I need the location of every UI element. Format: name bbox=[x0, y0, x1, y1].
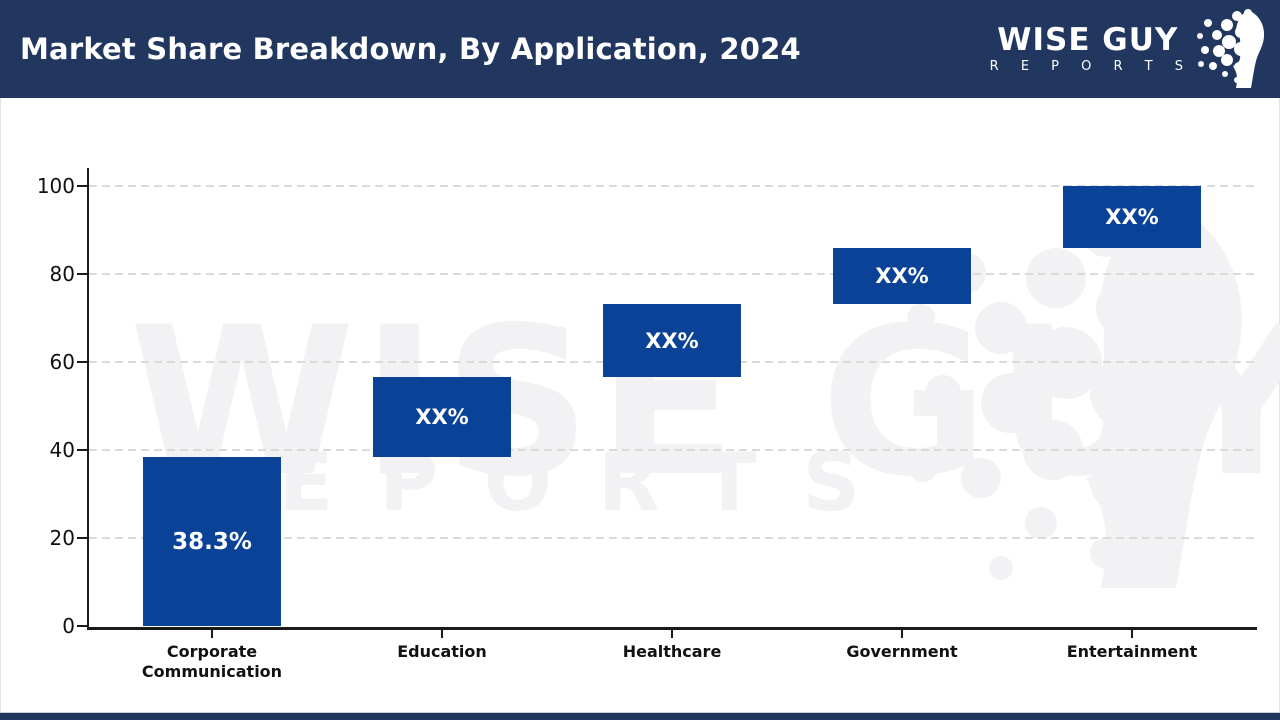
y-axis-line bbox=[87, 168, 89, 630]
y-tick-label: 40 bbox=[49, 438, 75, 462]
y-tick-mark bbox=[77, 537, 87, 539]
x-tick-label: Education bbox=[327, 642, 557, 662]
x-tick-label-line: Government bbox=[846, 642, 958, 661]
logo-wordmark: WISE GUY R E P O R T S bbox=[984, 22, 1192, 74]
bar-government: XX% bbox=[833, 247, 971, 304]
y-tick-mark bbox=[77, 273, 87, 275]
x-axis-line bbox=[87, 627, 1257, 630]
x-tick-label-line: Communication bbox=[141, 662, 283, 681]
footer-band bbox=[0, 713, 1280, 720]
y-tick-mark bbox=[77, 625, 87, 627]
x-tick-label-line: Entertainment bbox=[1066, 642, 1198, 661]
gridline-y80 bbox=[89, 273, 1257, 275]
x-tick-label-line: Corporate bbox=[166, 642, 258, 661]
gridline-y40 bbox=[89, 449, 1257, 451]
x-tick-label-line: Healthcare bbox=[622, 642, 722, 661]
y-tick-mark bbox=[77, 185, 87, 187]
y-tick-label: 0 bbox=[62, 614, 75, 638]
watermark-reports-text: REPORTS bbox=[171, 436, 907, 529]
x-tick-mark bbox=[441, 630, 443, 638]
bar-value-label: XX% bbox=[645, 328, 699, 353]
x-tick-label: Corporate Communication bbox=[97, 642, 327, 682]
x-tick-label: Healthcare bbox=[557, 642, 787, 662]
gridline-y100 bbox=[89, 185, 1257, 187]
y-tick-label: 20 bbox=[49, 526, 75, 550]
bar-value-label: XX% bbox=[1105, 204, 1159, 229]
gridline-y20 bbox=[89, 537, 1257, 539]
bar-corporate-communication: 38.3% bbox=[143, 457, 281, 626]
bar-healthcare: XX% bbox=[603, 303, 741, 378]
x-tick-mark bbox=[671, 630, 673, 638]
y-tick-label: 60 bbox=[49, 350, 75, 374]
y-tick-mark bbox=[77, 361, 87, 363]
x-tick-label: Entertainment bbox=[1017, 642, 1247, 662]
y-tick-mark bbox=[77, 449, 87, 451]
bar-education: XX% bbox=[373, 377, 511, 458]
watermark-face-profile bbox=[907, 195, 1242, 588]
footer-hairline bbox=[0, 712, 1280, 713]
page-title: Market Share Breakdown, By Application, … bbox=[20, 32, 801, 66]
bar-value-label: XX% bbox=[875, 263, 929, 288]
logo-wordmark-line2: R E P O R T S bbox=[989, 59, 1192, 74]
x-tick-mark bbox=[211, 630, 213, 638]
x-tick-mark bbox=[1131, 630, 1133, 638]
face-profile-logo-icon bbox=[1197, 9, 1265, 88]
wise-guy-reports-logo: WISE GUY R E P O R T S bbox=[984, 6, 1266, 92]
bar-value-label: 38.3% bbox=[172, 528, 252, 555]
y-tick-label: 80 bbox=[49, 262, 75, 286]
bar-entertainment: XX% bbox=[1063, 186, 1201, 248]
logo-wordmark-line1: WISE GUY bbox=[997, 22, 1179, 58]
x-tick-mark bbox=[901, 630, 903, 638]
header-band: Market Share Breakdown, By Application, … bbox=[0, 0, 1280, 98]
bar-value-label: XX% bbox=[415, 405, 469, 430]
y-tick-label: 100 bbox=[36, 174, 75, 198]
x-tick-label-line: Education bbox=[397, 642, 487, 661]
x-tick-label: Government bbox=[787, 642, 1017, 662]
waterfall-chart: WISE GUY REPORTS 0 20 40 60 80 100 38.3% Corpor… bbox=[0, 98, 1280, 713]
